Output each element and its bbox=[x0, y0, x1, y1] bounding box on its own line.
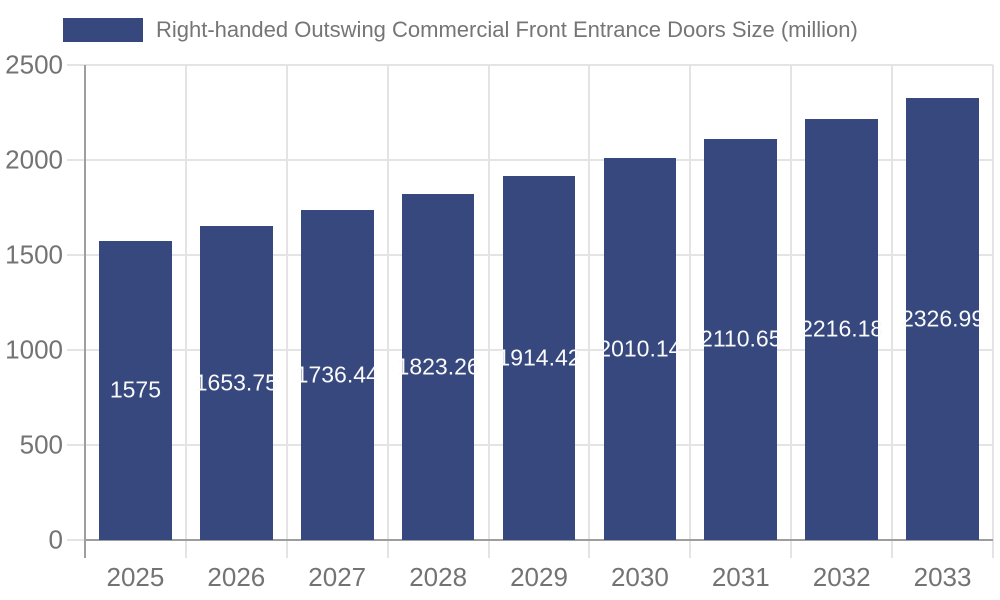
bar bbox=[99, 240, 172, 540]
y-tick-label: 0 bbox=[48, 524, 63, 555]
x-gridline bbox=[285, 65, 288, 558]
y-tick-label: 1000 bbox=[5, 334, 63, 365]
bar-value-label: 2010.14 bbox=[598, 335, 682, 362]
x-gridline bbox=[790, 65, 793, 558]
y-gridline bbox=[67, 64, 993, 66]
y-axis-line bbox=[84, 65, 86, 558]
legend-label: Right-handed Outswing Commercial Front E… bbox=[156, 17, 858, 42]
bar bbox=[300, 210, 374, 540]
bar-value-label: 1736.44 bbox=[295, 361, 379, 388]
x-tick-label: 2030 bbox=[610, 562, 669, 592]
x-tick-label: 2028 bbox=[409, 562, 468, 592]
y-tick-label: 2500 bbox=[5, 49, 63, 80]
x-axis-line bbox=[84, 539, 993, 541]
bar bbox=[200, 225, 273, 540]
x-gridline bbox=[487, 65, 490, 558]
y-gridline bbox=[67, 159, 993, 161]
x-tick-label: 2031 bbox=[711, 562, 770, 592]
chart-legend[interactable]: Right-handed Outswing Commercial Front E… bbox=[63, 18, 858, 42]
x-gridline bbox=[689, 65, 692, 558]
y-tick-label: 2000 bbox=[5, 144, 63, 175]
x-gridline bbox=[992, 65, 994, 558]
legend-color-swatch bbox=[63, 18, 143, 42]
x-tick-label: 2029 bbox=[510, 562, 568, 592]
bar bbox=[401, 193, 475, 540]
x-tick-label: 2032 bbox=[812, 562, 871, 592]
x-gridline bbox=[386, 65, 389, 558]
x-gridline bbox=[891, 65, 894, 558]
bar-value-label: 1914.42 bbox=[497, 344, 581, 371]
x-tick-label: 2033 bbox=[913, 562, 972, 592]
x-tick-label: 2027 bbox=[308, 562, 367, 592]
y-tick-label: 1500 bbox=[5, 239, 63, 270]
bar bbox=[502, 176, 576, 540]
x-gridline bbox=[184, 65, 187, 558]
bar-value-label: 2326.99 bbox=[900, 305, 985, 332]
x-tick-label: 2025 bbox=[106, 562, 165, 592]
x-tick-label: 2026 bbox=[207, 562, 266, 592]
bar bbox=[805, 118, 878, 540]
y-axis-tick bbox=[67, 539, 85, 541]
bar-value-label: 1575 bbox=[109, 376, 162, 403]
bar-value-label: 2216.18 bbox=[800, 315, 884, 342]
bar bbox=[704, 138, 778, 540]
bar-value-label: 1653.75 bbox=[194, 369, 278, 396]
bar-value-label: 1823.26 bbox=[396, 353, 480, 380]
bar-value-label: 2110.65 bbox=[700, 325, 782, 352]
y-tick-label: 500 bbox=[19, 429, 63, 460]
bar bbox=[906, 97, 979, 540]
bar bbox=[603, 158, 677, 540]
x-gridline bbox=[588, 65, 591, 558]
